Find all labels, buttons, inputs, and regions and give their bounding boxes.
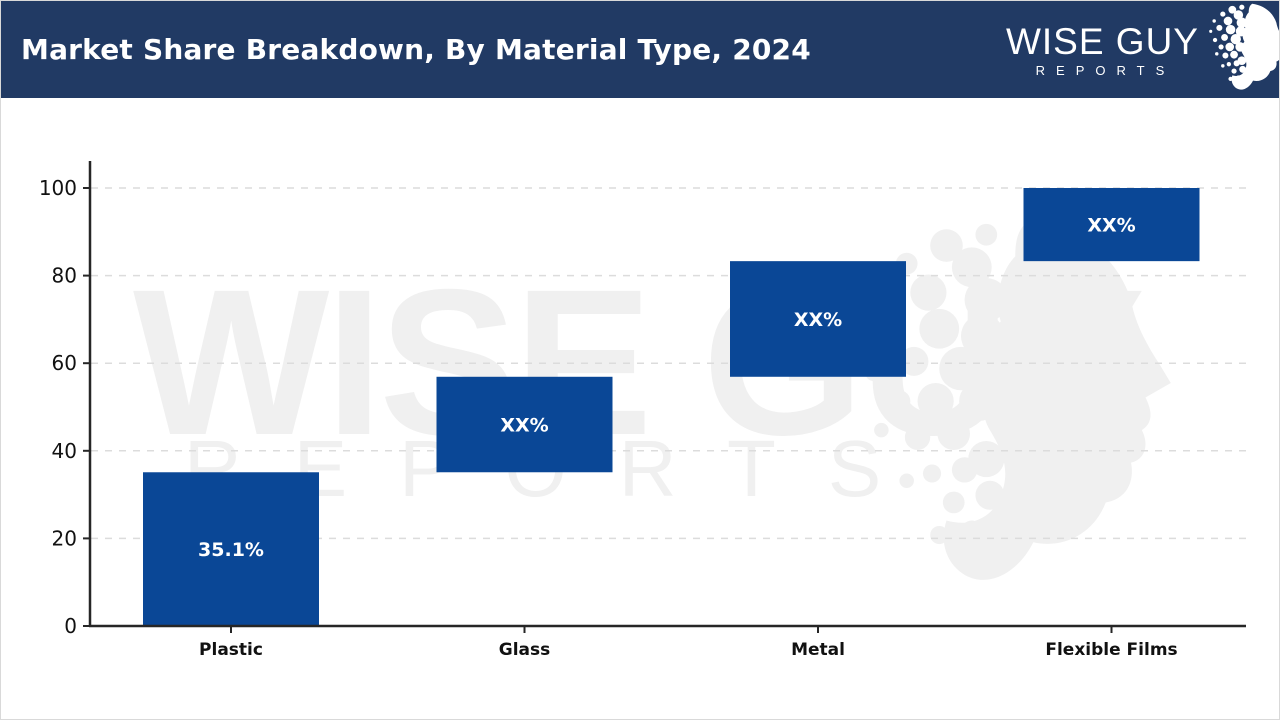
y-tick-label: 0 <box>64 614 77 638</box>
x-category-label-1: Glass <box>499 640 551 660</box>
x-category-label-3: Flexible Films <box>1045 640 1177 660</box>
page-title: Market Share Breakdown, By Material Type… <box>21 33 811 66</box>
bar-value-label-1: XX% <box>500 415 548 437</box>
y-tick-label: 100 <box>39 176 77 200</box>
bar-value-label-2: XX% <box>794 309 842 331</box>
bar-value-label-3: XX% <box>1087 215 1135 237</box>
x-category-label-2: Metal <box>791 640 845 660</box>
y-tick-label: 40 <box>52 439 77 463</box>
brand-logo: WISE GUY REPORTS <box>1006 1 1280 98</box>
brand-name: WISE GUY <box>1005 20 1199 62</box>
bar-value-label-0: 35.1% <box>198 539 264 561</box>
x-category-label-0: Plastic <box>199 640 263 660</box>
brand-head-icon <box>1203 2 1280 97</box>
brand-logo-text: WISE GUY REPORTS <box>1005 20 1199 79</box>
y-tick-label: 80 <box>52 264 77 288</box>
brand-subtitle: REPORTS <box>1035 63 1176 79</box>
header: Market Share Breakdown, By Material Type… <box>1 1 1280 98</box>
y-tick-label: 60 <box>52 351 77 375</box>
bar-1 <box>436 376 613 473</box>
bar-0 <box>143 472 319 626</box>
y-tick-label: 20 <box>52 526 77 550</box>
